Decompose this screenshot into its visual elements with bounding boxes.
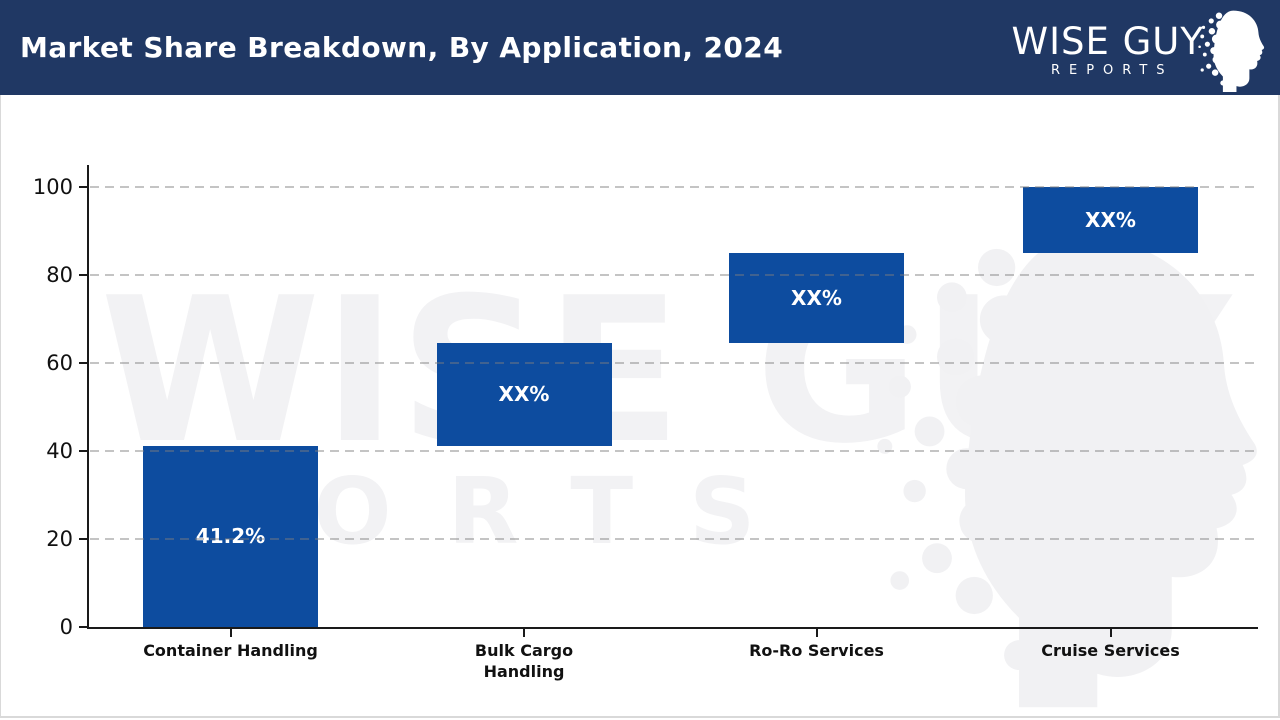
- panel-border-bottom: [0, 716, 1280, 718]
- y-tick-20: [79, 538, 87, 540]
- x-category-label: Bulk Cargo Handling: [474, 641, 574, 681]
- bar-value-label: XX%: [1085, 208, 1136, 232]
- y-tick-label-80: 80: [46, 263, 73, 287]
- wise-guy-reports-logo: WISE GUY REPORTS: [1012, 8, 1268, 92]
- gridline-80: [90, 274, 1258, 276]
- y-axis-line: [87, 165, 89, 629]
- gridline-20: [90, 538, 1258, 540]
- logo-text: WISE GUY REPORTS: [1012, 22, 1204, 78]
- y-tick-label-40: 40: [46, 439, 73, 463]
- bar-ro-ro-services: XX%: [729, 253, 904, 343]
- panel-border-right: [1278, 95, 1280, 718]
- y-tick-60: [79, 362, 87, 364]
- bar-value-label: 41.2%: [195, 524, 266, 549]
- gridline-60: [90, 362, 1258, 364]
- gridline-40: [90, 450, 1258, 452]
- y-tick-label-20: 20: [46, 527, 73, 551]
- y-tick-100: [79, 186, 87, 188]
- y-tick-80: [79, 274, 87, 276]
- panel-border-left: [0, 95, 1, 718]
- bar-value-label: XX%: [498, 382, 550, 407]
- bar-cruise-services: XX%: [1023, 187, 1198, 253]
- gridline-100: [90, 186, 1258, 188]
- logo-wiseguy-label: WISE GUY: [1011, 20, 1204, 63]
- bar-container-handling: 41.2%: [143, 445, 318, 627]
- y-tick-label-0: 0: [59, 615, 73, 639]
- x-tick-0: [229, 629, 232, 637]
- bar-value-label: XX%: [791, 285, 842, 310]
- x-category-label: Container Handling: [143, 641, 318, 660]
- logo-reports-label: REPORTS: [1050, 63, 1174, 78]
- x-category-label: Ro-Ro Services: [749, 641, 884, 660]
- bar-bulk-cargo-handling: XX%: [436, 342, 612, 446]
- y-tick-0: [79, 626, 87, 628]
- x-axis-line: [87, 627, 1258, 629]
- header-bar: Market Share Breakdown, By Application, …: [0, 0, 1280, 95]
- x-category-label: Cruise Services: [1041, 641, 1180, 660]
- page-title: Market Share Breakdown, By Application, …: [20, 31, 784, 64]
- y-tick-label-100: 100: [32, 175, 73, 199]
- logo-dotted-head-icon: [1192, 8, 1268, 92]
- y-tick-40: [79, 450, 87, 452]
- y-tick-label-60: 60: [46, 351, 73, 375]
- x-tick-3: [1109, 629, 1112, 637]
- x-tick-2: [815, 629, 818, 637]
- x-tick-1: [523, 629, 525, 637]
